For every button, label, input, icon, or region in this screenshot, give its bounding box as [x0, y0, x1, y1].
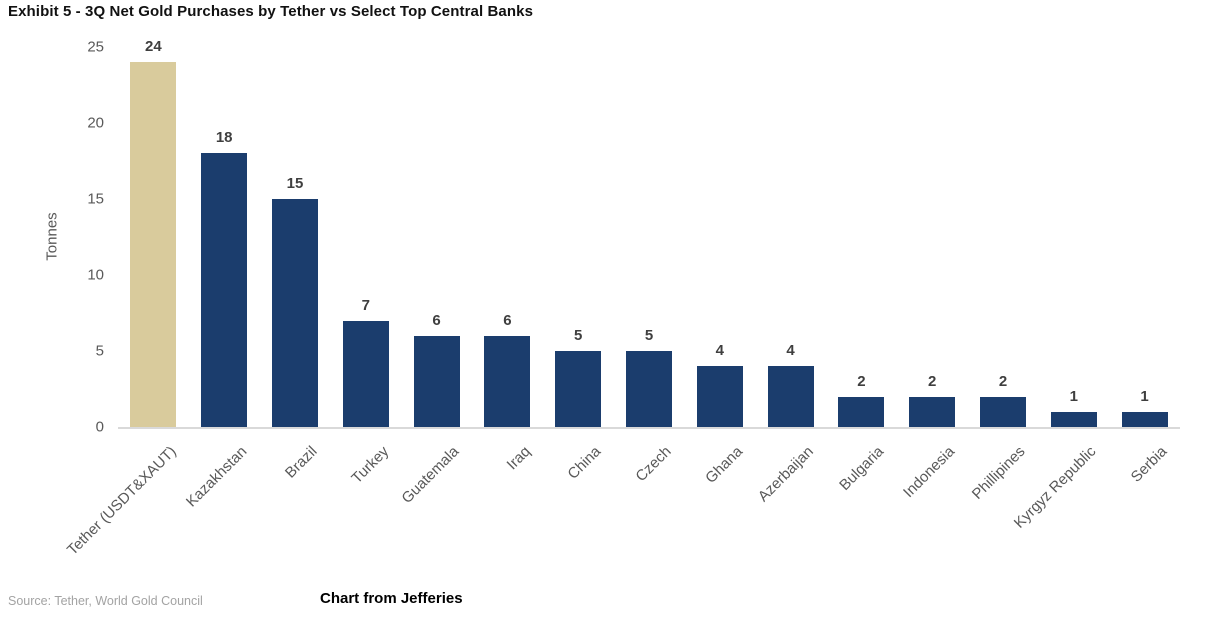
bar-value-label-guatemala: 6 — [432, 311, 441, 329]
x-slot-kazakhstan: Kazakhstan — [183, 429, 260, 579]
x-slot-brazil: Brazil — [260, 429, 331, 579]
bar-slot-china: 5 — [543, 47, 614, 427]
bar-slot-turkey: 7 — [330, 47, 401, 427]
x-slot-indonesia: Indonesia — [897, 429, 968, 579]
bar-value-label-tether-usdt-xaut: 24 — [145, 38, 162, 56]
x-slot-turkey: Turkey — [330, 429, 401, 579]
bar-tether-usdt-xaut — [130, 62, 177, 427]
bar-brazil — [271, 199, 318, 427]
bar-slot-ghana: 4 — [684, 47, 755, 427]
x-axis-label-kazakhstan: Kazakhstan — [182, 443, 251, 511]
x-slot-iraq: Iraq — [472, 429, 543, 579]
x-slot-azerbaijan: Azerbaijan — [754, 429, 826, 579]
bar-value-label-czech: 5 — [644, 327, 654, 344]
bar-kyrgyz-republic — [1050, 411, 1097, 427]
bar-bulgaria — [838, 396, 885, 427]
x-slot-kyrgyz-republic: Kyrgyz Republic — [1011, 429, 1109, 579]
bar-value-label-ghana: 4 — [715, 342, 724, 360]
bar-slot-iraq: 6 — [472, 47, 543, 427]
x-axis-label-brazil: Brazil — [282, 443, 322, 482]
bar-turkey — [342, 320, 389, 427]
bar-value-label-brazil: 15 — [286, 175, 304, 192]
bar-slot-indonesia: 2 — [897, 47, 968, 427]
bar-value-label-azerbaijan: 4 — [786, 342, 795, 360]
x-axis-label-guatemala: Guatemala — [398, 443, 463, 507]
bar-slot-azerbaijan: 4 — [755, 47, 826, 427]
x-axis-label-czech: Czech — [632, 443, 676, 486]
source-text: Source: Tether, World Gold Council — [8, 594, 203, 608]
x-slot-china: China — [543, 429, 614, 579]
bar-guatemala — [413, 335, 460, 427]
x-axis: Tether (USDT&XAUT) Kazakhstan Brazil Turkey… — [64, 429, 1180, 579]
y-axis-tick-5: 5 — [95, 342, 104, 360]
bar-value-label-indonesia: 2 — [928, 372, 937, 390]
bar-ghana — [696, 366, 743, 427]
x-axis-label-phillipines: Phillipines — [969, 443, 1030, 503]
x-axis-label-serbia: Serbia — [1127, 443, 1171, 486]
x-axis-label-azerbaijan: Azerbaijan — [754, 443, 817, 506]
x-axis-label-china: China — [564, 443, 605, 483]
bar-slot-phillipines: 2 — [968, 47, 1039, 427]
x-axis-label-tether-usdt-xaut: Tether (USDT&XAUT) — [63, 443, 180, 559]
y-axis-tick-15: 15 — [87, 190, 104, 208]
bar-slot-guatemala: 6 — [401, 47, 472, 427]
plot-area: 24 18 15 7 6 6 5 5 4 4 2 2 2 1 1 — [118, 38, 1180, 429]
bar-value-label-bulgaria: 2 — [857, 372, 866, 390]
bar-slot-tether-usdt-xaut: 24 — [118, 38, 189, 427]
x-slot-serbia: Serbia — [1109, 429, 1180, 579]
bar-value-label-iraq: 6 — [503, 311, 512, 329]
y-axis-tick-0: 0 — [95, 418, 104, 436]
bar-slot-bulgaria: 2 — [826, 47, 897, 427]
bar-kazakhstan — [201, 153, 248, 427]
bar-value-label-china: 5 — [574, 327, 583, 344]
bar-czech — [625, 351, 672, 427]
credit-text: Chart from Jefferies — [320, 590, 463, 607]
x-slot-guatemala: Guatemala — [398, 429, 472, 579]
bar-value-label-serbia: 1 — [1140, 387, 1149, 405]
bar-value-label-kyrgyz-republic: 1 — [1069, 387, 1078, 405]
bar-value-label-phillipines: 2 — [998, 372, 1008, 390]
x-axis-label-turkey: Turkey — [347, 443, 392, 488]
y-axis-tick-25: 25 — [87, 38, 104, 56]
bar-iraq — [484, 335, 531, 427]
x-slot-czech: Czech — [614, 429, 685, 579]
bar-slot-serbia: 1 — [1109, 47, 1180, 427]
x-slot-bulgaria: Bulgaria — [826, 429, 897, 579]
x-axis-label-iraq: Iraq — [503, 443, 534, 474]
bar-serbia — [1121, 411, 1168, 427]
x-slot-tether-usdt-xaut: Tether (USDT&XAUT) — [64, 429, 189, 579]
bar-slot-czech: 5 — [614, 47, 685, 427]
bar-slot-brazil: 15 — [260, 47, 331, 427]
bar-phillipines — [979, 396, 1026, 427]
bar-value-label-kazakhstan: 18 — [215, 129, 233, 147]
bar-china — [555, 351, 602, 427]
bar-slot-kazakhstan: 18 — [189, 47, 260, 427]
x-slot-ghana: Ghana — [684, 429, 755, 579]
bar-value-label-turkey: 7 — [361, 296, 370, 314]
x-axis-label-indonesia: Indonesia — [900, 443, 959, 502]
y-axis-tick-10: 10 — [87, 266, 104, 284]
x-axis-label-bulgaria: Bulgaria — [836, 443, 888, 494]
bar-azerbaijan — [767, 366, 814, 427]
chart-title: Exhibit 5 - 3Q Net Gold Purchases by Tet… — [8, 3, 534, 20]
bar-indonesia — [909, 396, 956, 427]
y-axis-tick-20: 20 — [87, 114, 104, 132]
x-axis-label-ghana: Ghana — [701, 443, 746, 487]
bar-slot-kyrgyz-republic: 1 — [1038, 47, 1109, 427]
y-axis: 0 5 10 15 20 25 — [0, 39, 104, 436]
